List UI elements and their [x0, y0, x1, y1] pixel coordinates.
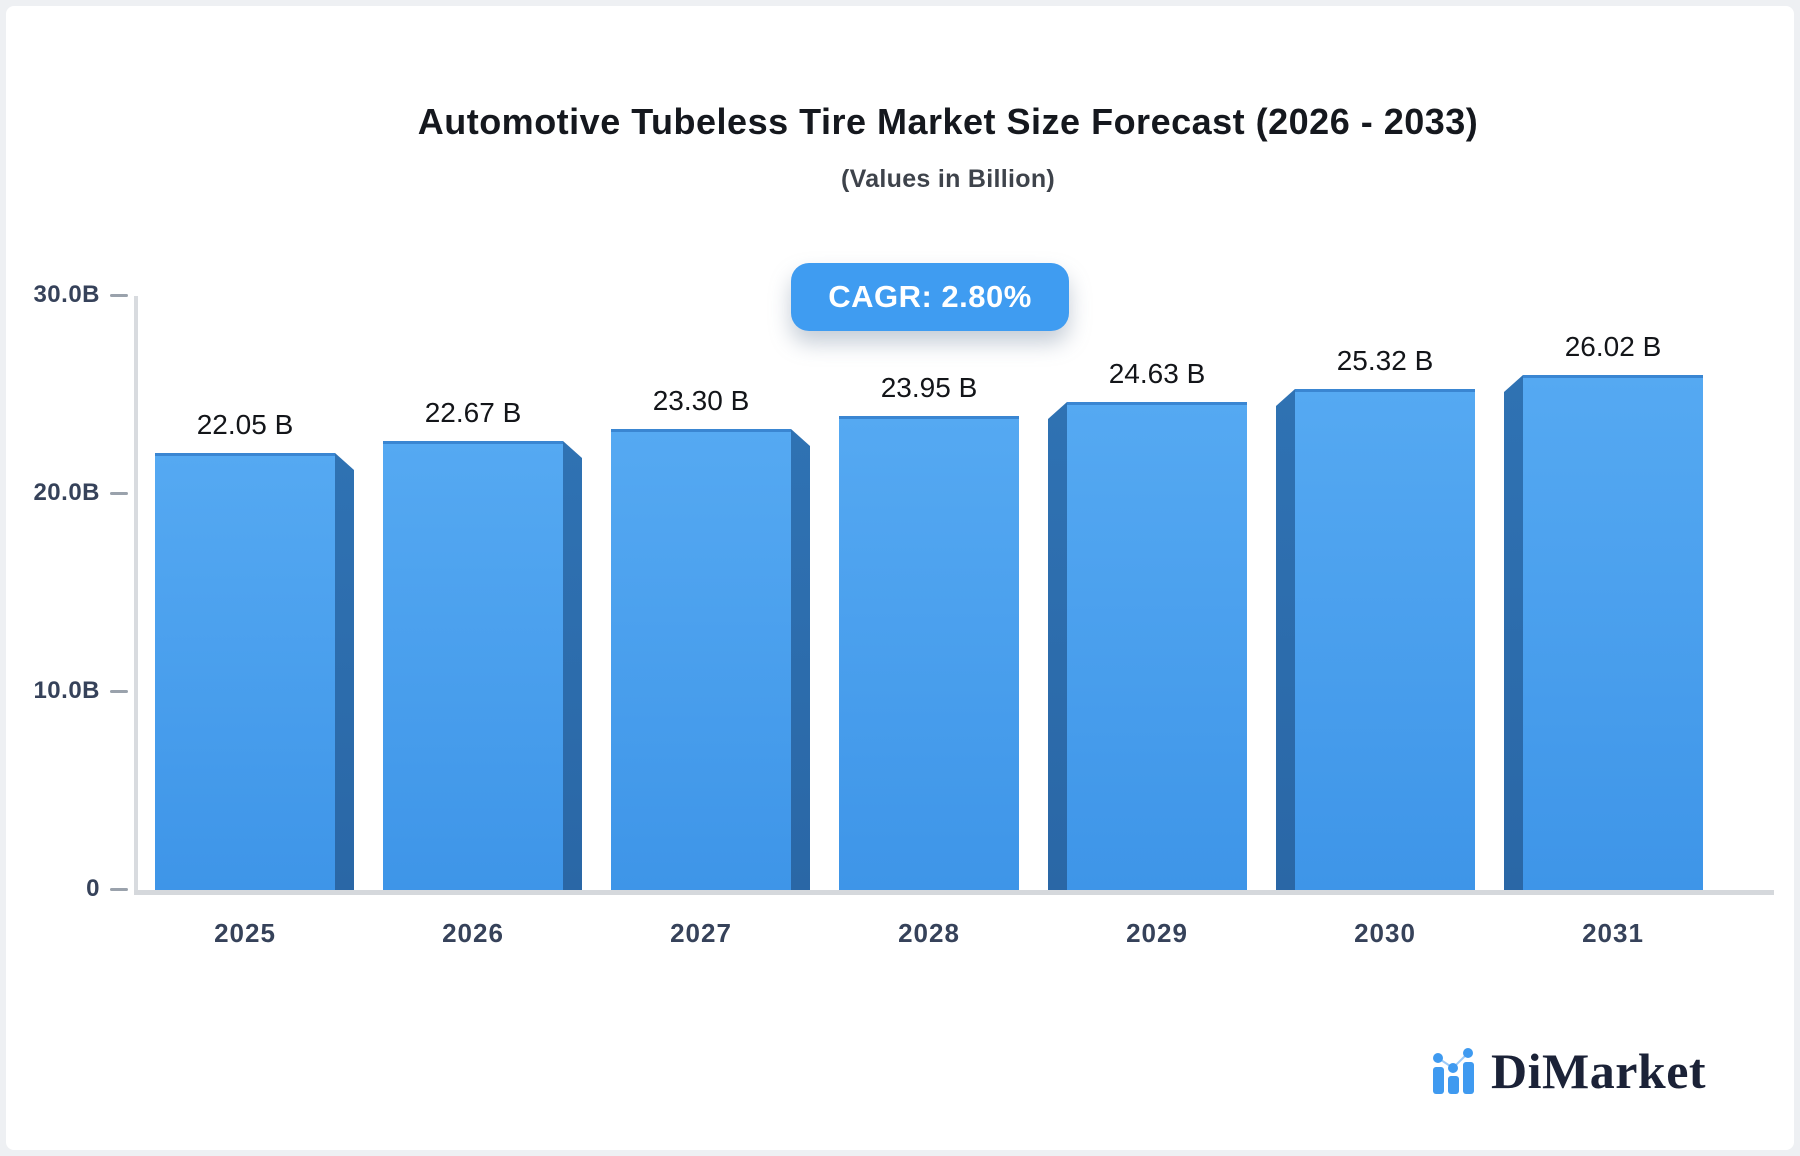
bar-face[interactable] — [1523, 375, 1703, 890]
bar-face[interactable] — [383, 441, 563, 890]
x-axis-line — [134, 890, 1774, 895]
x-axis-label-2025: 2025 — [214, 918, 276, 948]
chart-plot: 0 10.0B 20.0B 30.0B 22.05 B 22.67 B 23.30 B 23… — [33, 281, 1776, 948]
x-axis-label-2029: 2029 — [1126, 918, 1188, 948]
x-axis-label-2030: 2030 — [1354, 918, 1416, 948]
cagr-badge-label: CAGR: 2.80% — [828, 279, 1032, 314]
logo-wordmark: DiMarket — [1491, 1043, 1707, 1099]
bar-face[interactable] — [611, 429, 791, 890]
bar-side-face — [791, 429, 810, 890]
y-axis-line — [134, 296, 138, 895]
bar-value-label: 24.63 B — [1108, 358, 1206, 389]
chart-title: Automotive Tubeless Tire Market Size For… — [417, 101, 1479, 142]
bar-side-face — [1276, 389, 1295, 890]
bar-value-label: 25.32 B — [1336, 345, 1434, 376]
y-tick-label: 0 — [86, 875, 100, 902]
chart-subtitle: (Values in Billion) — [840, 165, 1056, 194]
bar-value-label: 23.30 B — [652, 385, 750, 416]
bar-face[interactable] — [1067, 402, 1247, 890]
cagr-badge: CAGR: 2.80% — [791, 263, 1069, 331]
y-tick-label: 10.0B — [33, 677, 100, 704]
bar-side-face — [1504, 375, 1523, 890]
bar-value-label: 22.67 B — [424, 397, 522, 428]
logo-chart-icon — [1433, 1048, 1474, 1094]
x-axis-label-2028: 2028 — [898, 918, 960, 948]
bar-side-face — [563, 441, 582, 890]
y-tick-mark — [110, 294, 128, 297]
x-axis-label-2031: 2031 — [1582, 918, 1644, 948]
bar-face[interactable] — [155, 453, 335, 890]
bar-value-label: 23.95 B — [880, 372, 978, 403]
y-tick-mark — [110, 492, 128, 495]
y-tick-label: 20.0B — [33, 479, 100, 506]
bar-face[interactable] — [1295, 389, 1475, 890]
dimarket-logo: DiMarket — [1430, 1043, 1707, 1099]
bar-face[interactable] — [839, 416, 1019, 890]
x-axis-label-2027: 2027 — [670, 918, 732, 948]
chart-card: Automotive Tubeless Tire Market Size For… — [6, 6, 1794, 1150]
bar-value-label: 22.05 B — [196, 409, 294, 440]
bar-side-face — [1048, 402, 1067, 890]
bar-side-face — [335, 453, 354, 890]
y-tick-mark — [110, 690, 128, 693]
bar-value-label: 26.02 B — [1564, 331, 1662, 362]
y-tick-label: 30.0B — [33, 281, 100, 308]
y-tick-mark — [110, 888, 128, 891]
x-axis-label-2026: 2026 — [442, 918, 504, 948]
